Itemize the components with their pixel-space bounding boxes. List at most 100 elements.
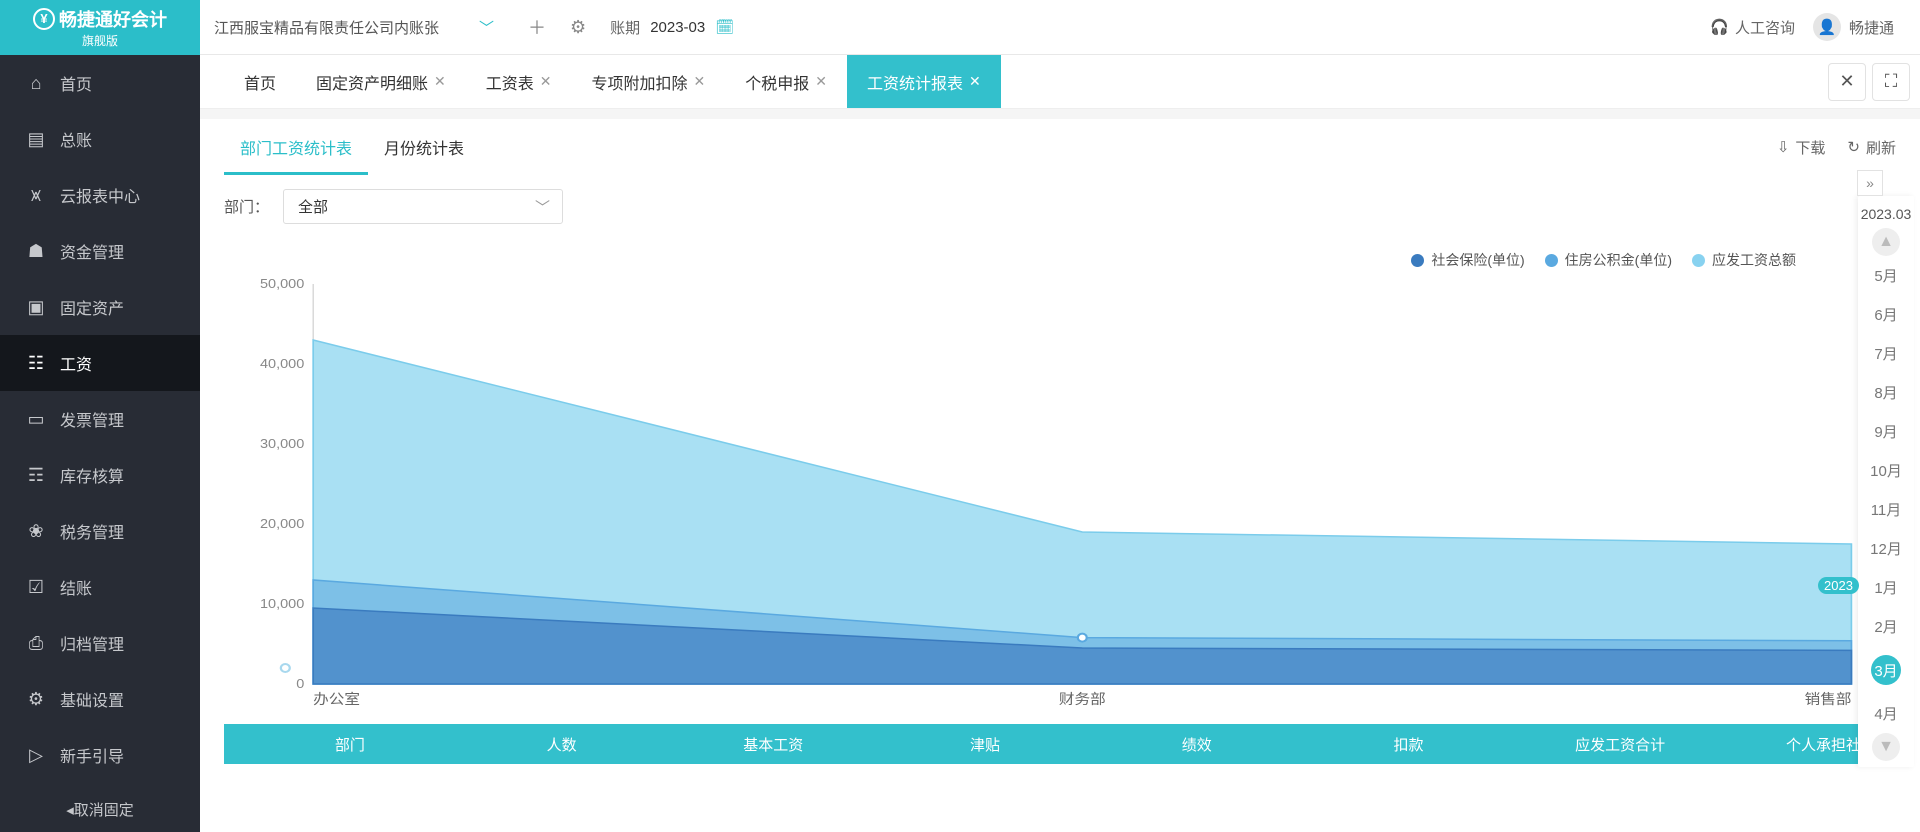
tab-label: 专项附加扣除 (592, 70, 688, 94)
month-item-9月[interactable]: 9月 (1858, 412, 1914, 451)
settings-icon: ⚙ (26, 689, 46, 710)
month-rail-up[interactable]: ▲ (1872, 228, 1900, 256)
nav-item-guide[interactable]: ▷新手引导 (0, 727, 200, 783)
logo-sub: 旗舰版 (82, 32, 118, 49)
user-name: 畅捷通 (1849, 17, 1894, 38)
nav-item-ledger[interactable]: ▤总账 (0, 111, 200, 167)
nav-item-salary[interactable]: ☷工资 (0, 335, 200, 391)
month-item-2月[interactable]: 2月 (1858, 607, 1914, 646)
month-item-12月[interactable]: 12月 (1858, 529, 1914, 568)
tab-label: 工资统计报表 (867, 70, 963, 94)
close-icon[interactable]: ✕ (969, 73, 981, 90)
tab-label: 个税申报 (745, 70, 809, 94)
legend-label: 住房公积金(单位) (1565, 250, 1672, 270)
archive-icon: ⎙ (26, 633, 46, 654)
month-item-6月[interactable]: 6月 (1858, 295, 1914, 334)
month-rail-year: 2023.03 (1861, 202, 1912, 228)
nav-item-report[interactable]: ⩙云报表中心 (0, 167, 200, 223)
close-all-button[interactable]: ✕ (1828, 63, 1866, 101)
svg-text:40,000: 40,000 (260, 357, 305, 371)
fullscreen-button[interactable]: ⛶ (1872, 63, 1910, 101)
table-header-col: 扣款 (1303, 734, 1515, 755)
legend-item[interactable]: 应发工资总额 (1692, 250, 1796, 270)
close-icon[interactable]: ✕ (434, 73, 446, 90)
year-badge: 2023 (1818, 577, 1859, 594)
refresh-icon: ↻ (1847, 138, 1860, 156)
tab-个税申报[interactable]: 个税申报 ✕ (725, 55, 847, 108)
tab-专项附加扣除[interactable]: 专项附加扣除 ✕ (572, 55, 726, 108)
table-header: 部门人数基本工资津贴绩效扣款应发工资合计个人承担社保 (224, 724, 1896, 764)
month-item-1月[interactable]: 20231月 (1858, 568, 1914, 607)
nav-item-archive[interactable]: ⎙归档管理 (0, 615, 200, 671)
close-icon[interactable]: ✕ (815, 73, 827, 90)
download-button[interactable]: ⇩ 下载 (1777, 137, 1826, 158)
month-item-3月[interactable]: 3月 (1858, 646, 1914, 694)
table-header-col: 个人承担社保 (1726, 734, 1876, 755)
department-select-value: 全部 (298, 199, 328, 216)
plus-icon[interactable]: ＋ (528, 14, 546, 40)
sub-tab-部门工资统计表[interactable]: 部门工资统计表 (224, 119, 368, 175)
table-header-col: 部门 (244, 734, 456, 755)
filter-row: 部门： 全部 ﹀ (200, 175, 1920, 234)
asset-icon: ▣ (26, 297, 46, 318)
month-rail-collapse[interactable]: » (1857, 170, 1883, 196)
close-icon[interactable]: ✕ (540, 73, 552, 90)
tab-工资统计报表[interactable]: 工资统计报表 ✕ (847, 55, 1001, 108)
close-icon[interactable]: ✕ (694, 73, 706, 90)
stock-icon: ☶ (26, 465, 46, 486)
tab-label: 固定资产明细账 (316, 70, 428, 94)
close-icon2: ☑ (26, 577, 46, 598)
company-name: 江西服宝精品有限责任公司内账张 (214, 17, 439, 38)
logo-main: ¥ 畅捷通好会计 (33, 6, 167, 32)
sub-bar: 部门工资统计表月份统计表 ⇩ 下载 ↻ 刷新 (200, 119, 1920, 175)
nav-item-tax[interactable]: ❀ 税务管理 (0, 503, 200, 559)
nav-cancel-pin[interactable]: ◂取消固定 (0, 783, 200, 832)
tab-固定资产明细账[interactable]: 固定资产明细账 ✕ (296, 55, 466, 108)
legend-dot (1545, 254, 1558, 267)
nav-item-asset[interactable]: ▣ 固定资产 (0, 279, 200, 335)
guide-icon: ▷ (26, 745, 46, 766)
sub-tab-月份统计表[interactable]: 月份统计表 (368, 119, 480, 175)
month-item-10月[interactable]: 10月 (1858, 451, 1914, 490)
month-item-11月[interactable]: 11月 (1858, 490, 1914, 529)
month-item-5月[interactable]: 5月 (1858, 256, 1914, 295)
month-item-7月[interactable]: 7月 (1858, 334, 1914, 373)
legend-item[interactable]: 住房公积金(单位) (1545, 250, 1672, 270)
nav-item-close2[interactable]: ☑结账 (0, 559, 200, 615)
month-item-4月[interactable]: 4月 (1858, 694, 1914, 733)
invoice-icon: ▭ (26, 409, 46, 430)
period-block[interactable]: 账期 2023-03 🗓 (610, 17, 734, 38)
legend-item[interactable]: 社会保险(单位) (1411, 250, 1524, 270)
nav-item-invoice[interactable]: ▭ 发票管理 (0, 391, 200, 447)
refresh-button[interactable]: ↻ 刷新 (1847, 137, 1896, 158)
nav-item-fund[interactable]: ☗资金管理 (0, 223, 200, 279)
nav-item-label: 固定资产 (60, 295, 124, 319)
header-icons: ＋ ⚙ 账期 2023-03 🗓 (508, 14, 754, 40)
tab-首页[interactable]: 首页 (224, 55, 296, 108)
nav-item-label: 税务管理 (60, 519, 124, 543)
salary-icon: ☷ (26, 353, 46, 374)
gear-icon[interactable]: ⚙ (570, 17, 586, 38)
nav-item-stock[interactable]: ☶库存核算 (0, 447, 200, 503)
support-button[interactable]: 🎧 人工咨询 (1710, 17, 1795, 38)
user-block[interactable]: 👤 畅捷通 (1813, 13, 1894, 41)
month-rail-down[interactable]: ▼ (1872, 733, 1900, 761)
left-nav: ⌂首页▤总账⩙云报表中心☗资金管理 ▣ 固定资产 ☷工资 ▭ 发票管理 ☶库存核算 ❀ 税务管理… (0, 55, 200, 832)
nav-item-label: 总账 (60, 127, 92, 151)
department-select[interactable]: 全部 ﹀ (283, 189, 563, 224)
tax-icon: ❀ (26, 521, 46, 542)
svg-text:销售部: 销售部 (1805, 692, 1852, 708)
nav-item-home[interactable]: ⌂首页 (0, 55, 200, 111)
month-item-8月[interactable]: 8月 (1858, 373, 1914, 412)
tab-工资表[interactable]: 工资表✕ (466, 55, 572, 108)
chevron-down-icon: ﹀ (479, 17, 494, 38)
table-header-col: 人数 (456, 734, 668, 755)
nav-item-label: 发票管理 (60, 407, 124, 431)
period-value: 2023-03 (650, 19, 705, 36)
nav-item-settings[interactable]: ⚙基础设置 (0, 671, 200, 727)
company-select[interactable]: 江西服宝精品有限责任公司内账张 ﹀ (200, 17, 508, 38)
logo-icon: ¥ (33, 8, 55, 30)
home-icon: ⌂ (26, 73, 46, 94)
svg-text:10,000: 10,000 (260, 597, 305, 611)
filter-label: 部门： (224, 196, 269, 217)
